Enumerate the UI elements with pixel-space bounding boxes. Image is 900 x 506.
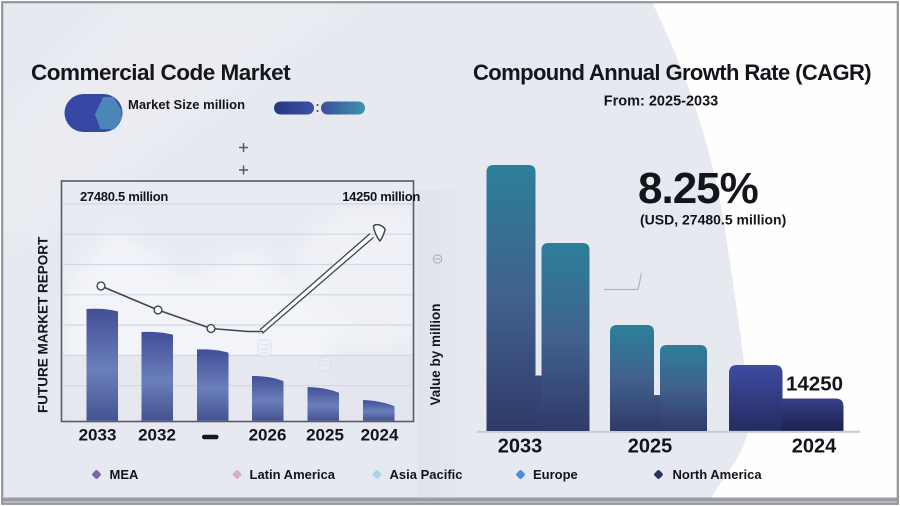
svg-text:Europe: Europe bbox=[533, 467, 578, 482]
svg-text:2024: 2024 bbox=[361, 426, 399, 445]
svg-text:2024: 2024 bbox=[792, 436, 837, 458]
svg-text:Asia Pacific: Asia Pacific bbox=[390, 467, 463, 482]
svg-text:2025: 2025 bbox=[628, 436, 673, 458]
svg-text:From: 2025-2033: From: 2025-2033 bbox=[604, 94, 718, 110]
svg-text:2032: 2032 bbox=[138, 426, 176, 445]
svg-text:2025: 2025 bbox=[306, 426, 344, 445]
svg-text:MEA: MEA bbox=[110, 467, 140, 482]
svg-text:2033: 2033 bbox=[498, 436, 543, 458]
svg-text:14250 million: 14250 million bbox=[342, 189, 420, 204]
svg-text:27480.5 million: 27480.5 million bbox=[80, 189, 168, 204]
svg-text:14250: 14250 bbox=[786, 373, 843, 396]
svg-text:FUTURE MARKET REPORT: FUTURE MARKET REPORT bbox=[36, 236, 51, 413]
svg-text:(USD, 27480.5 million): (USD, 27480.5 million) bbox=[640, 212, 786, 228]
svg-text:8.25%: 8.25% bbox=[638, 164, 758, 213]
svg-text:2033: 2033 bbox=[79, 426, 117, 445]
svg-text:North America: North America bbox=[673, 467, 763, 482]
svg-text:Market Size million: Market Size million bbox=[128, 97, 245, 112]
svg-text:Value by million: Value by million bbox=[428, 303, 443, 405]
svg-text:Commercial Code Market: Commercial Code Market bbox=[31, 60, 291, 85]
svg-text:2026: 2026 bbox=[249, 426, 287, 445]
svg-text:Latin America: Latin America bbox=[250, 467, 336, 482]
svg-text:Compound Annual Growth Rate (C: Compound Annual Growth Rate (CAGR) bbox=[473, 60, 871, 85]
